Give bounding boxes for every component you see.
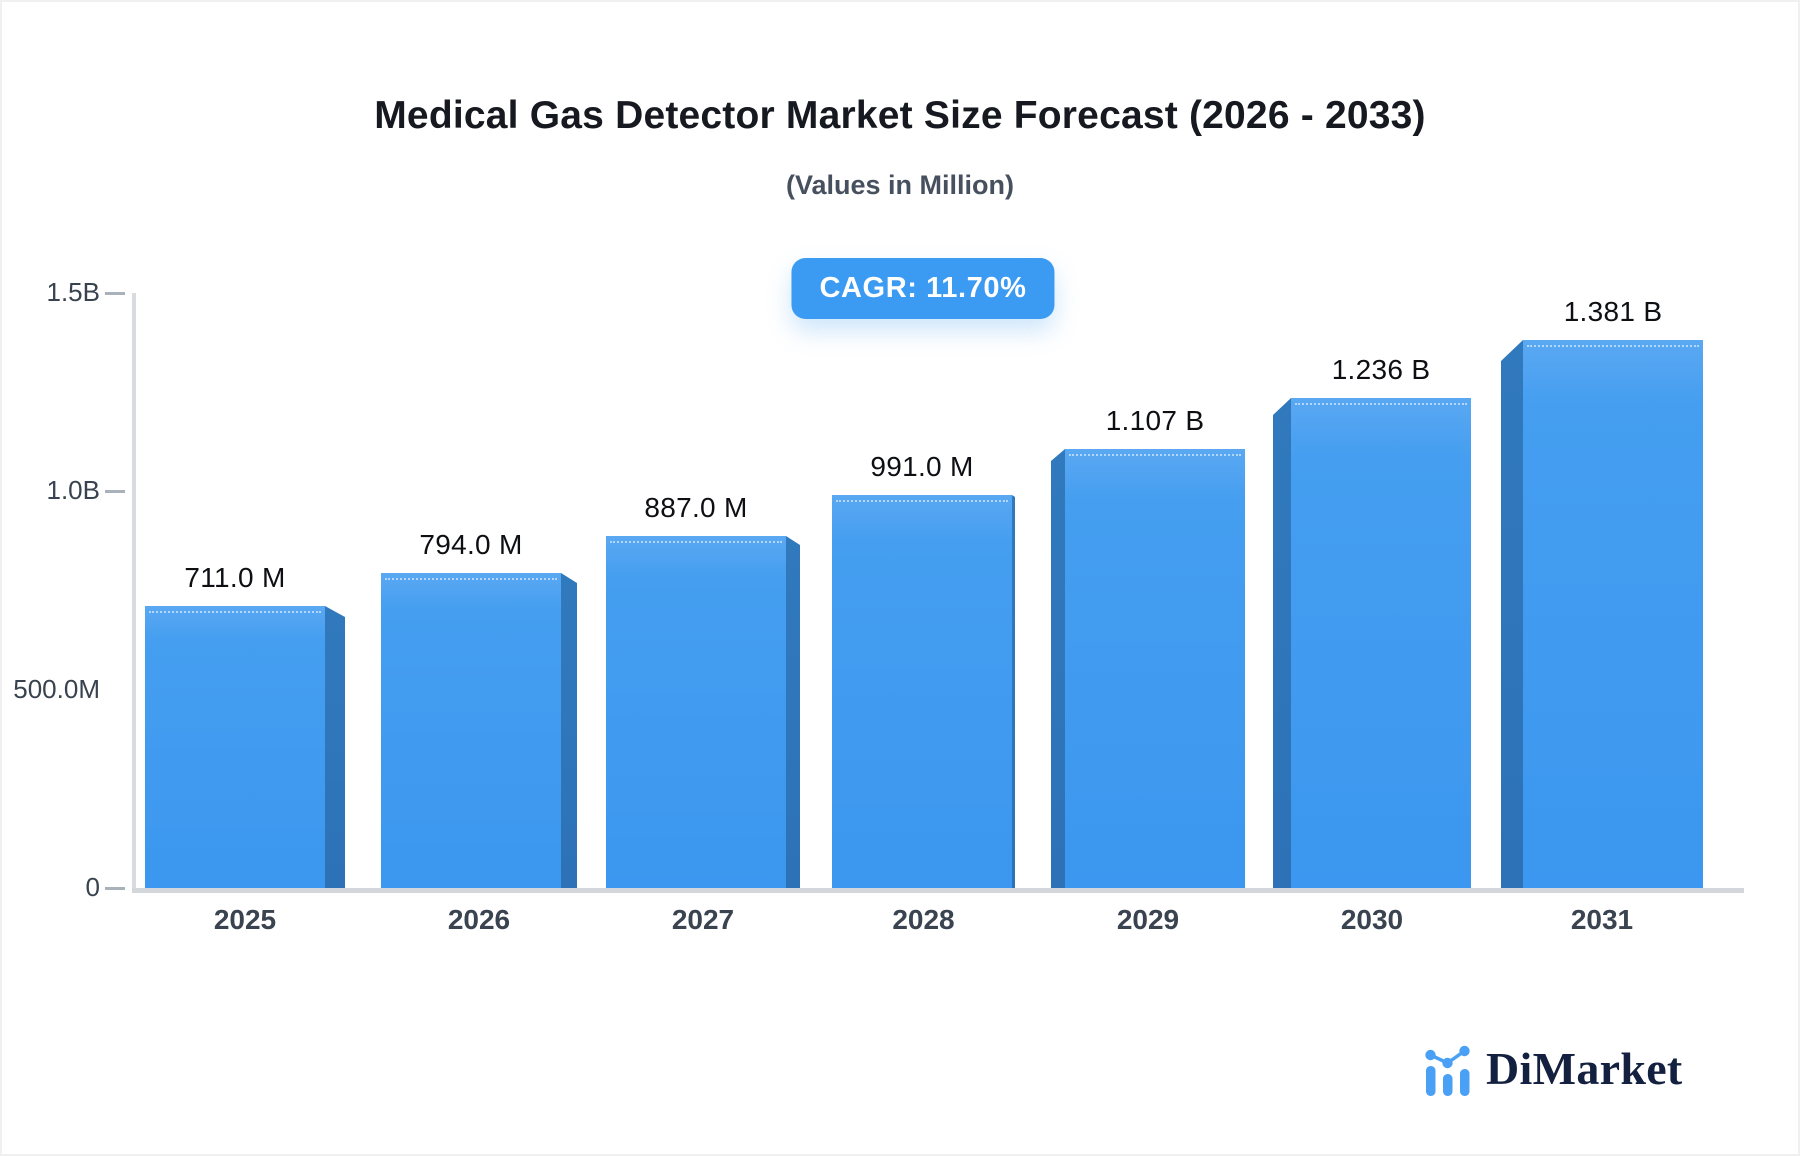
bar-value-label: 794.0 M	[419, 529, 523, 560]
bar-2027	[606, 536, 800, 888]
bar-side-face	[1051, 449, 1065, 888]
bar-2029	[1051, 449, 1245, 888]
bar-front-face	[832, 495, 1012, 888]
bar-side-face	[1501, 340, 1523, 888]
bar-2026	[381, 573, 577, 888]
x-axis-line	[132, 888, 1744, 893]
y-tick-dash	[105, 292, 125, 295]
bar-front-face	[606, 536, 786, 888]
x-tick-label: 2031	[1570, 904, 1634, 935]
y-tick-label: 500.0M	[13, 674, 100, 704]
bar-value-label: 1.381 B	[1563, 296, 1663, 327]
bar-side-face	[1273, 398, 1291, 888]
bar-side-face	[325, 606, 345, 888]
bar-front-face	[1523, 340, 1703, 888]
x-tick-label: 2030	[1340, 904, 1404, 935]
y-tick-label: 0	[85, 872, 100, 902]
bar-value-label: 1.107 B	[1105, 405, 1205, 436]
x-tick-label: 2027	[671, 904, 735, 935]
bar-2028	[832, 495, 1015, 888]
x-tick-label: 2025	[213, 904, 277, 935]
bar-front-face	[381, 573, 561, 888]
x-tick-label: 2026	[447, 904, 511, 935]
cagr-badge: CAGR: 11.70%	[791, 258, 1055, 319]
y-tick-dash	[105, 490, 125, 493]
chart-title: Medical Gas Detector Market Size Forecas…	[374, 94, 1426, 137]
bar-value-label: 1.236 B	[1331, 354, 1431, 385]
bar-side-face	[786, 536, 800, 888]
brand-logo: DiMarket	[1423, 1038, 1683, 1100]
bar-2030	[1273, 398, 1471, 888]
y-tick-label: 1.5B	[46, 277, 101, 307]
bar-2031	[1501, 340, 1703, 888]
bar-2025	[145, 606, 345, 888]
bar-front-face	[1065, 449, 1245, 888]
brand-name: DiMarket	[1486, 1043, 1683, 1094]
x-tick-label: 2029	[1116, 904, 1180, 935]
bar-value-label: 887.0 M	[644, 492, 748, 523]
y-axis-line	[132, 293, 136, 888]
plot-area: 1.5B 1.0B 500.0M 0 711.0 M 794.0 M 887.0 M 991…	[13, 277, 1744, 935]
chart-subtitle: (Values in Million)	[785, 170, 1015, 200]
dimarket-bars-icon	[1425, 1045, 1470, 1096]
bar-front-face	[1291, 398, 1471, 888]
bar-front-face	[145, 606, 325, 888]
y-tick-label: 1.0B	[46, 475, 101, 505]
x-tick-label: 2028	[892, 904, 955, 935]
bar-value-label: 711.0 M	[184, 562, 286, 593]
bar-side-face	[1012, 495, 1015, 888]
bar-side-face	[561, 573, 577, 888]
bar-value-label: 991.0 M	[870, 451, 974, 482]
y-tick-dash	[105, 887, 125, 890]
